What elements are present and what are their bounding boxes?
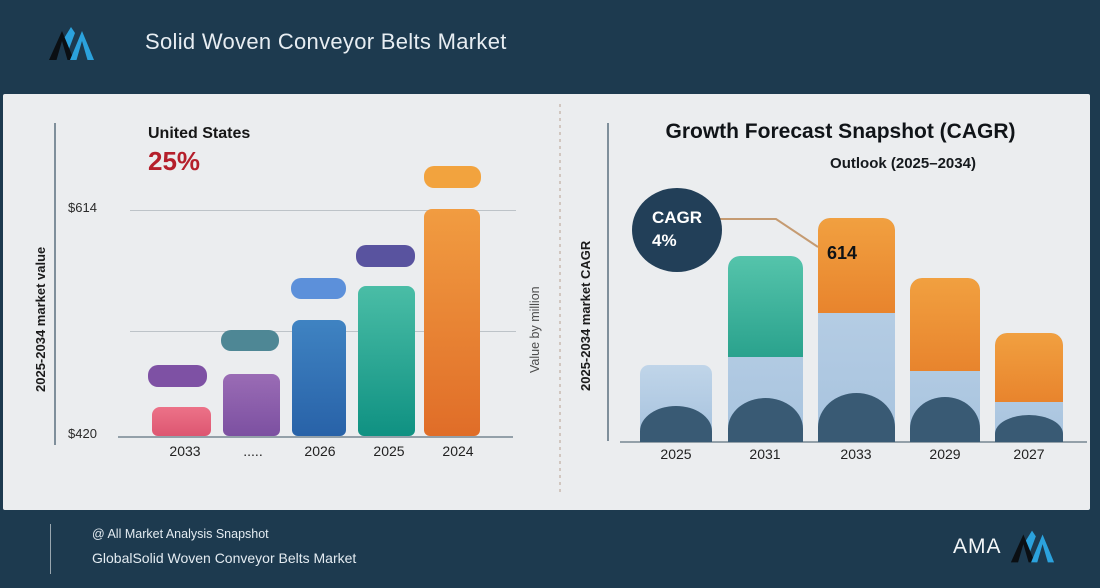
footer-brand-text: AMA (953, 535, 1002, 558)
cagr-badge-value: 4% (652, 231, 677, 250)
left-ytick-614: $614 (68, 200, 97, 215)
left-bar-cap-dots (221, 330, 279, 351)
left-bar-2033 (152, 407, 211, 436)
right-bar-2027 (995, 333, 1063, 442)
right-bar-2031 (728, 256, 803, 442)
right-bar-2031-base-segment (728, 398, 803, 442)
cagr-badge-label: CAGR (652, 208, 703, 228)
left-ytick-420: $420 (68, 426, 97, 441)
left-xlabel-2024: 2024 (442, 443, 474, 459)
right-xlabel-2027: 2027 (1013, 446, 1045, 462)
left-bar-2024 (424, 209, 480, 436)
right-bar-2033-base-segment (818, 393, 895, 442)
header-band: Solid Woven Conveyor Belts Market (0, 0, 1100, 94)
left-bar-cap-2033 (148, 365, 207, 387)
charts-panel (3, 94, 1090, 510)
right-bar-2029-base-segment (910, 397, 980, 442)
left-xlabel-dots: ..... (243, 443, 263, 459)
cagr-badge: CAGR 4% (632, 188, 722, 272)
left-x-axis-line (118, 436, 513, 438)
left-secondary-axis-label: Value by million (528, 286, 542, 374)
right-xlabel-2031: 2031 (749, 446, 781, 462)
right-y-axis-label: 2025-2034 market CAGR (578, 240, 593, 391)
left-bar-cap-2024 (424, 166, 481, 188)
right-bar-2033-top-segment (818, 218, 895, 313)
right-xlabel-2033: 2033 (840, 446, 872, 462)
left-bar-cap-2025 (356, 245, 415, 267)
left-gridline-614 (130, 210, 516, 211)
right-bar-2029 (910, 278, 980, 442)
right-bar-2025-base-segment (640, 406, 712, 442)
ama-logo-icon (46, 22, 96, 64)
left-chart-title: United States (148, 125, 251, 142)
page-title: Solid Woven Conveyor Belts Market (145, 29, 507, 54)
left-bar-2025 (358, 286, 415, 436)
right-bar-2025 (640, 365, 712, 442)
right-xlabel-2029: 2029 (929, 446, 961, 462)
footer-ama-logo-icon (1008, 526, 1056, 566)
right-xlabel-2025: 2025 (660, 446, 692, 462)
left-bar-cap-2026 (291, 278, 346, 299)
right-chart-subtitle: Outlook (2025–2034) (830, 155, 976, 172)
left-xlabel-2026: 2026 (304, 443, 336, 459)
footer-divider-line (50, 524, 51, 574)
right-bar-2027-base-segment (995, 415, 1063, 442)
left-xlabel-2033: 2033 (169, 443, 201, 459)
left-xlabel-2025: 2025 (373, 443, 405, 459)
footer-report-line: GlobalSolid Woven Conveyor Belts Market (92, 550, 357, 566)
panel-divider (559, 104, 561, 492)
right-chart-title: Growth Forecast Snapshot (CAGR) (665, 120, 1016, 143)
right-y-axis-line (607, 123, 609, 441)
left-y-axis-line (54, 123, 56, 445)
right-bar-2027-top-segment (995, 333, 1063, 402)
left-chart-highlight-value: 25% (148, 146, 201, 176)
left-bar-dots (223, 374, 280, 436)
right-bar-2029-top-segment (910, 278, 980, 371)
right-bar-2033 (818, 218, 895, 442)
left-y-axis-label: 2025-2034 market value (33, 246, 48, 392)
left-bar-2026 (292, 320, 346, 436)
footer-source-line: @ All Market Analysis Snapshot (92, 527, 269, 541)
footer-band: @ All Market Analysis Snapshot GlobalSol… (0, 512, 1100, 588)
callout-value-614: 614 (827, 243, 858, 263)
right-bar-2031-top-segment (728, 256, 803, 357)
